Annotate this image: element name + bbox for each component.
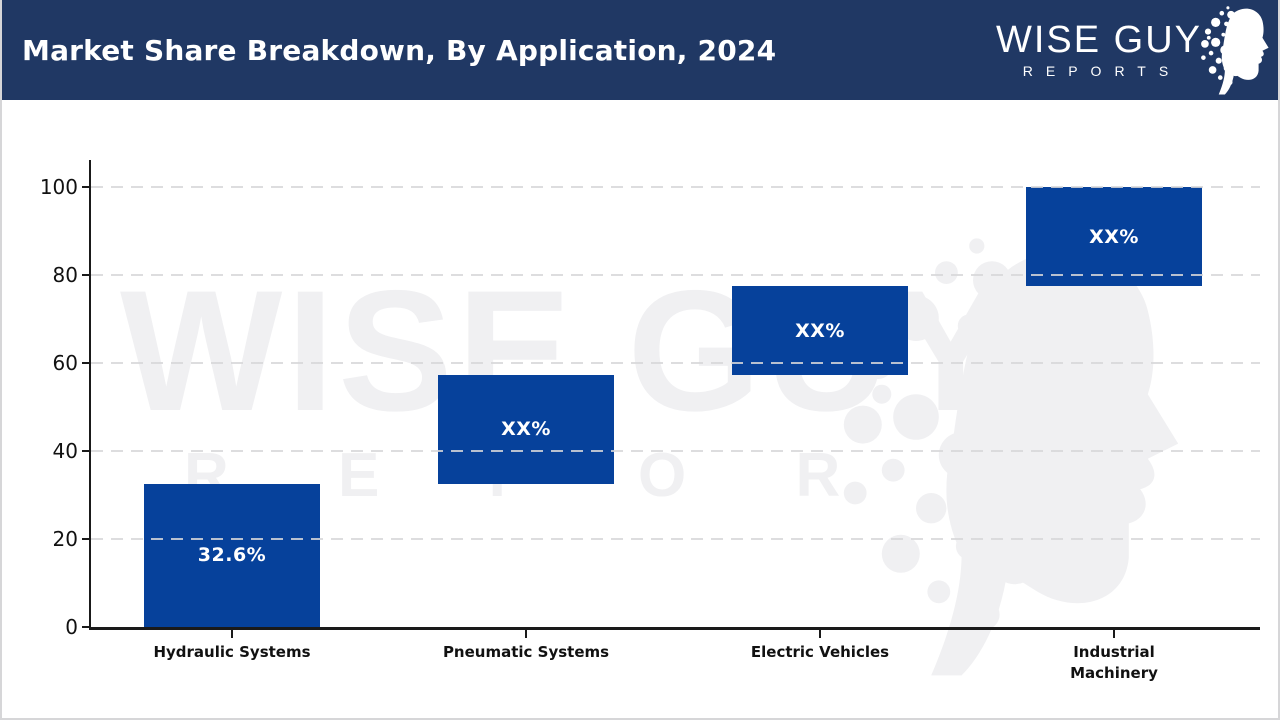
x-tickmark-0 [231, 630, 233, 638]
x-tick-label-1: Pneumatic Systems [442, 643, 610, 661]
bar-hydraulic-systems: 32.6% [144, 483, 320, 627]
y-tickmark-60 [82, 362, 91, 364]
chart-title: Market Share Breakdown, By Application, … [22, 33, 777, 67]
y-tick-label-80: 80 [52, 263, 78, 287]
bar-electric-vehicles: XX% [732, 286, 908, 376]
header-bar: Market Share Breakdown, By Application, … [2, 0, 1278, 100]
gridline-80 [91, 274, 1260, 276]
x-tick-label-2: Electric Vehicles [750, 643, 890, 661]
x-tick-label-3: Industrial Machinery [1070, 643, 1158, 682]
bar-value-label: 32.6% [197, 544, 267, 567]
bar-value-label: XX% [1089, 225, 1139, 248]
gridline-100 [91, 186, 1260, 188]
bar-value-label: XX% [795, 319, 845, 342]
wiseguy-logo: WISE GUY REPORTS [996, 4, 1278, 96]
y-tick-label-20: 20 [52, 527, 78, 551]
bar-industrial-machinery: XX% [1026, 187, 1202, 286]
y-axis-line [89, 160, 91, 630]
y-tickmark-80 [82, 274, 91, 276]
y-tick-label-60: 60 [52, 351, 78, 375]
chart-area: WISE GUY R E P O R T S 0 20 40 60 80 100 32.6%… [2, 100, 1278, 718]
wiseguy-logo-text: WISE GUY REPORTS [996, 20, 1202, 80]
x-tickmark-3 [1113, 630, 1115, 638]
y-tick-label-100: 100 [39, 175, 78, 199]
bar-value-label: XX% [501, 418, 551, 441]
gridline-20 [91, 538, 1260, 540]
logo-wordmark: WISE GUY [995, 19, 1202, 61]
wiseguy-face-icon [1201, 6, 1269, 95]
gridline-40 [91, 450, 1260, 452]
x-tickmark-1 [525, 630, 527, 638]
y-tickmark-20 [82, 538, 91, 540]
bar-pneumatic-systems: XX% [438, 375, 614, 484]
y-tickmark-100 [82, 186, 91, 188]
y-tick-label-40: 40 [52, 439, 78, 463]
x-tick-label-0: Hydraulic Systems [153, 643, 311, 661]
y-tick-label-0: 0 [65, 615, 78, 639]
x-tickmark-2 [819, 630, 821, 638]
y-tickmark-0 [82, 626, 91, 628]
logo-subtitle: REPORTS [1022, 63, 1182, 79]
gridline-60 [91, 362, 1260, 364]
y-tickmark-40 [82, 450, 91, 452]
x-axis-line [89, 627, 1260, 630]
